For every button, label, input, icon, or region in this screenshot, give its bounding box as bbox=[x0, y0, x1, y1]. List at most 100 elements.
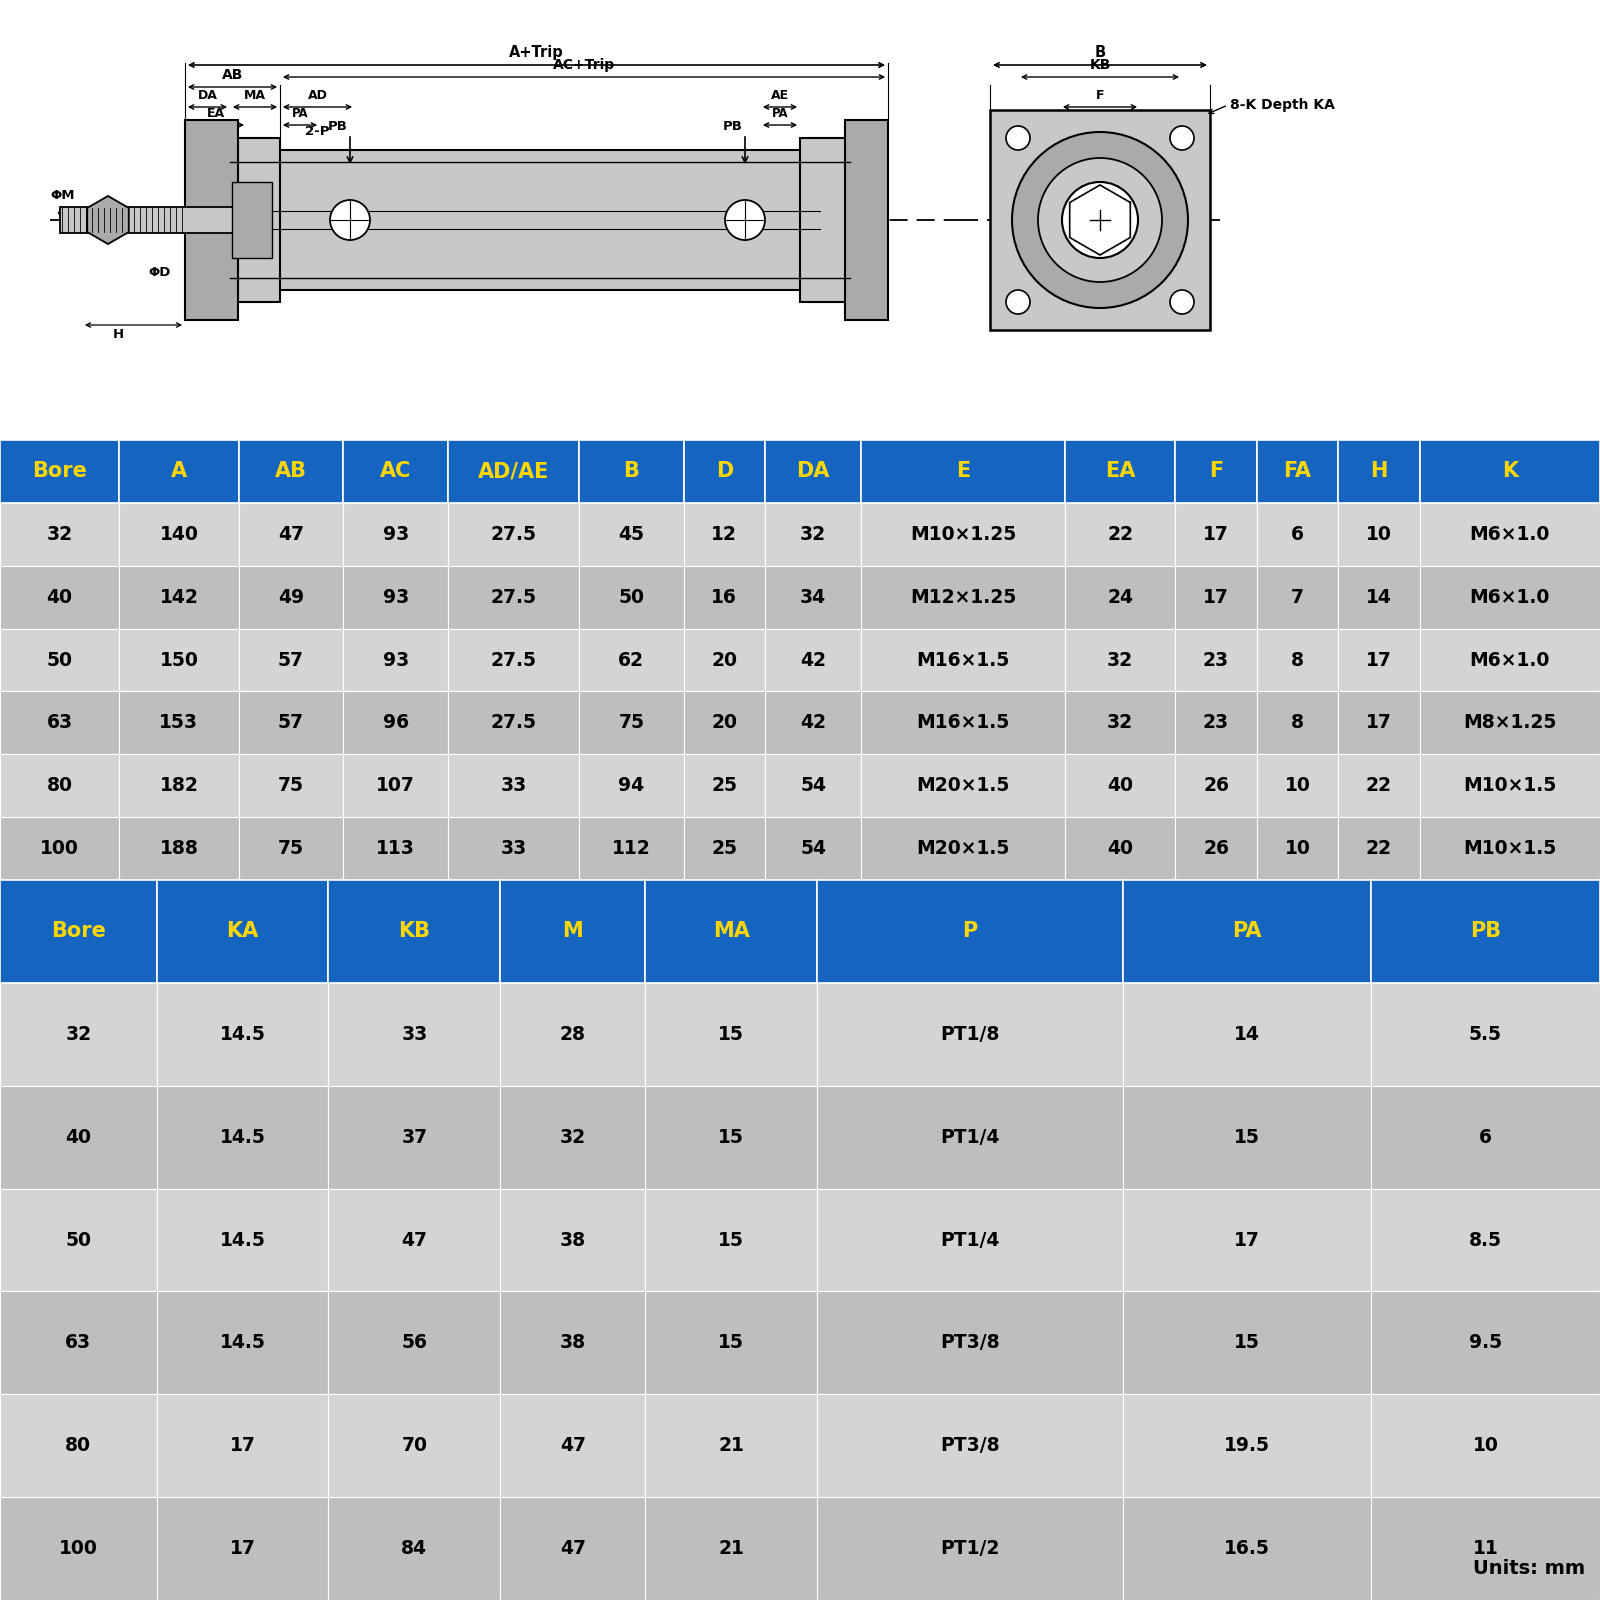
Bar bbox=[683, 502, 765, 566]
Text: 11: 11 bbox=[1472, 1539, 1498, 1558]
Bar bbox=[0, 691, 120, 754]
Text: 50: 50 bbox=[66, 1230, 91, 1250]
Bar bbox=[861, 629, 1064, 691]
Text: PB: PB bbox=[1470, 922, 1501, 941]
Bar bbox=[120, 818, 238, 880]
Text: EA: EA bbox=[1106, 461, 1134, 482]
Text: 17: 17 bbox=[1234, 1230, 1259, 1250]
Text: 93: 93 bbox=[382, 587, 408, 606]
Bar bbox=[845, 120, 888, 320]
Text: 15: 15 bbox=[718, 1024, 744, 1043]
Text: 50: 50 bbox=[618, 587, 645, 606]
Bar bbox=[328, 880, 501, 982]
Text: 17: 17 bbox=[229, 1437, 256, 1456]
Text: 40: 40 bbox=[1107, 776, 1133, 795]
Text: FA: FA bbox=[195, 122, 211, 134]
Bar bbox=[344, 818, 448, 880]
Bar bbox=[328, 982, 501, 1086]
Bar bbox=[579, 818, 683, 880]
Bar bbox=[818, 1086, 1123, 1189]
Bar bbox=[1064, 440, 1176, 502]
Bar bbox=[328, 1394, 501, 1498]
Text: M16×1.5: M16×1.5 bbox=[917, 651, 1010, 669]
Text: 16.5: 16.5 bbox=[1224, 1539, 1270, 1558]
Text: 19.5: 19.5 bbox=[1224, 1437, 1270, 1456]
Text: 182: 182 bbox=[160, 776, 198, 795]
Bar bbox=[328, 1498, 501, 1600]
Bar bbox=[1338, 566, 1419, 629]
Text: PT1/8: PT1/8 bbox=[941, 1024, 1000, 1043]
Bar bbox=[157, 1291, 328, 1394]
Bar bbox=[238, 818, 344, 880]
Bar bbox=[0, 982, 157, 1086]
Bar bbox=[765, 502, 861, 566]
Bar bbox=[645, 1189, 818, 1291]
Bar bbox=[501, 1394, 645, 1498]
Text: 37: 37 bbox=[402, 1128, 427, 1147]
Text: M12×1.25: M12×1.25 bbox=[910, 587, 1016, 606]
Text: Bore: Bore bbox=[51, 922, 106, 941]
Text: P: P bbox=[962, 922, 978, 941]
Text: 15: 15 bbox=[718, 1230, 744, 1250]
Text: 63: 63 bbox=[46, 714, 72, 733]
Bar bbox=[1419, 566, 1600, 629]
Bar bbox=[238, 754, 344, 818]
Text: KA: KA bbox=[226, 922, 259, 941]
Circle shape bbox=[1170, 126, 1194, 150]
Bar bbox=[1419, 754, 1600, 818]
Bar bbox=[1176, 502, 1256, 566]
Bar bbox=[1371, 1291, 1600, 1394]
Text: 15: 15 bbox=[1234, 1128, 1259, 1147]
Bar bbox=[1123, 1498, 1371, 1600]
Bar bbox=[683, 818, 765, 880]
Text: 33: 33 bbox=[501, 838, 526, 858]
Bar bbox=[818, 1189, 1123, 1291]
Text: 17: 17 bbox=[1366, 651, 1392, 669]
Text: AE: AE bbox=[771, 90, 789, 102]
Text: M10×1.5: M10×1.5 bbox=[1462, 838, 1557, 858]
Bar bbox=[501, 1291, 645, 1394]
Text: 32: 32 bbox=[1107, 651, 1133, 669]
Text: 27.5: 27.5 bbox=[491, 587, 536, 606]
Bar bbox=[328, 1086, 501, 1189]
Text: PB: PB bbox=[328, 120, 347, 133]
Bar bbox=[448, 566, 579, 629]
Bar bbox=[186, 120, 238, 320]
Bar bbox=[861, 754, 1064, 818]
Bar bbox=[157, 1394, 328, 1498]
Bar bbox=[818, 880, 1123, 982]
Bar bbox=[448, 440, 579, 502]
Bar bbox=[1176, 629, 1256, 691]
Text: AC: AC bbox=[379, 461, 411, 482]
Text: 80: 80 bbox=[46, 776, 72, 795]
Bar bbox=[328, 1189, 501, 1291]
Bar bbox=[1256, 818, 1338, 880]
Text: 32: 32 bbox=[560, 1128, 586, 1147]
Text: 142: 142 bbox=[160, 587, 198, 606]
Bar bbox=[1064, 754, 1176, 818]
Circle shape bbox=[1062, 182, 1138, 258]
Bar bbox=[800, 138, 850, 302]
Text: 22: 22 bbox=[1107, 525, 1133, 544]
Text: E: E bbox=[163, 213, 171, 227]
Text: 25: 25 bbox=[712, 838, 738, 858]
Bar bbox=[1064, 691, 1176, 754]
Text: 15: 15 bbox=[1234, 1333, 1259, 1352]
Bar bbox=[818, 1291, 1123, 1394]
Bar bbox=[765, 691, 861, 754]
Text: 26: 26 bbox=[1203, 838, 1229, 858]
Text: 107: 107 bbox=[376, 776, 414, 795]
Bar bbox=[861, 691, 1064, 754]
Text: M16×1.5: M16×1.5 bbox=[917, 714, 1010, 733]
Bar bbox=[1176, 691, 1256, 754]
Text: 93: 93 bbox=[382, 525, 408, 544]
Bar bbox=[0, 1498, 157, 1600]
Bar bbox=[683, 754, 765, 818]
Text: 8.5: 8.5 bbox=[1469, 1230, 1502, 1250]
Bar bbox=[120, 566, 238, 629]
Bar bbox=[645, 1394, 818, 1498]
Bar bbox=[1256, 691, 1338, 754]
Bar bbox=[645, 880, 818, 982]
Text: 5.5: 5.5 bbox=[1469, 1024, 1502, 1043]
Text: 27.5: 27.5 bbox=[491, 525, 536, 544]
